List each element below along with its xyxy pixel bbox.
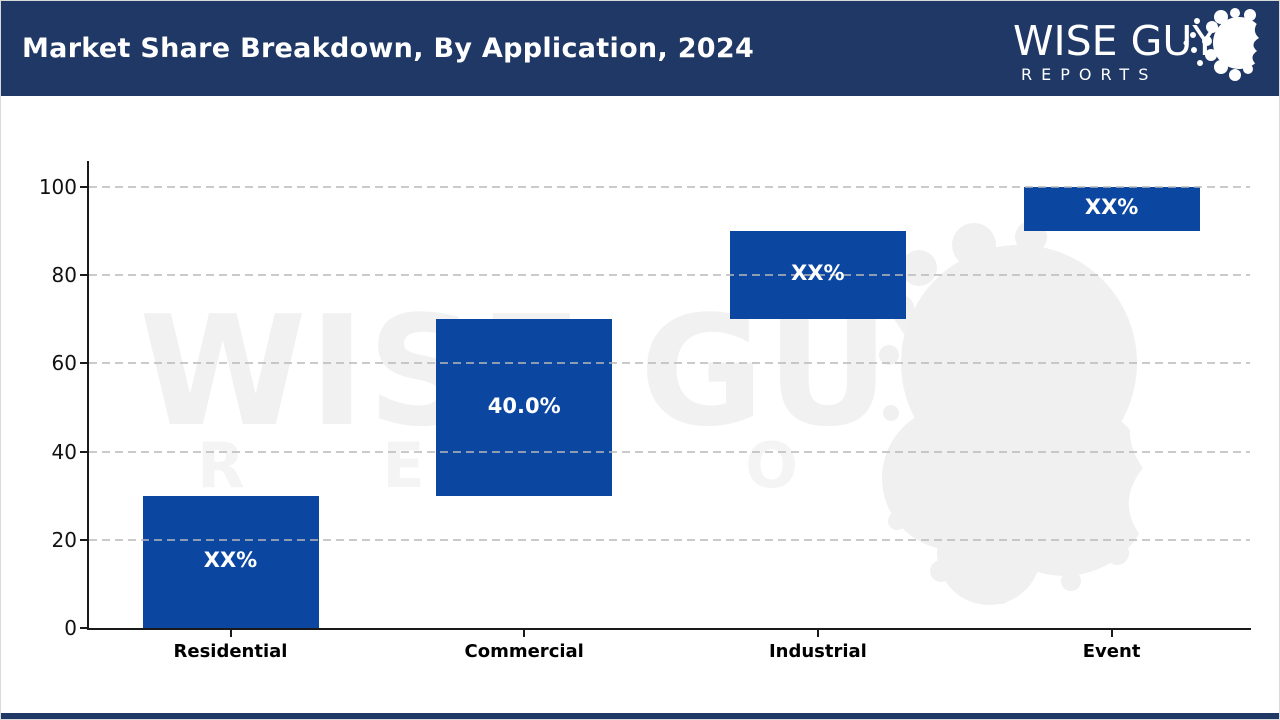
- x-axis-line: [87, 628, 1251, 630]
- header-bar: Market Share Breakdown, By Application, …: [1, 1, 1279, 96]
- y-tick-mark: [80, 186, 88, 188]
- gridline-y20: [89, 538, 1250, 541]
- bar-value-label: XX%: [791, 261, 845, 286]
- gridline-y100: [89, 186, 1250, 188]
- gridline-y80: [89, 274, 1250, 277]
- gridline-y40: [89, 450, 1250, 453]
- y-tick-label: 20: [51, 527, 77, 552]
- wise-guy-reports-logo: WISE GUY REPORTS: [1013, 8, 1273, 84]
- bar-commercial: [436, 319, 613, 496]
- logo-brand-bottom: REPORTS: [1021, 65, 1157, 84]
- gridline-y60: [89, 362, 1250, 365]
- dotted-head-profile-watermark-icon: [879, 223, 1189, 605]
- x-category-label: Commercial: [464, 641, 584, 662]
- x-category-label: Event: [1082, 641, 1141, 662]
- bar-event: [1023, 187, 1200, 232]
- bar-value-label: XX%: [203, 547, 258, 572]
- y-axis-line: [87, 161, 89, 630]
- bar-residential: [142, 495, 319, 628]
- bar-value-label: XX%: [1084, 195, 1139, 220]
- y-tick-mark: [80, 362, 88, 365]
- x-tick-mark: [816, 630, 819, 637]
- y-tick-label: 100: [38, 175, 77, 199]
- y-tick-label: 60: [51, 351, 77, 376]
- y-tick-mark: [80, 538, 88, 541]
- y-tick-mark: [80, 450, 88, 453]
- bar-value-label: 40.0%: [487, 393, 561, 418]
- x-tick-mark: [1110, 630, 1113, 637]
- y-tick-label: 0: [64, 616, 77, 640]
- logo-brand-top: WISE GUY: [1013, 17, 1218, 65]
- footer-bar: [1, 713, 1279, 719]
- y-tick-mark: [80, 274, 88, 277]
- y-tick-label: 80: [51, 263, 77, 288]
- y-tick-mark: [80, 627, 88, 629]
- x-category-label: Residential: [173, 641, 288, 662]
- y-tick-label: 40: [51, 439, 77, 464]
- x-tick-mark: [229, 630, 232, 637]
- page-title: Market Share Breakdown, By Application, …: [22, 33, 755, 64]
- x-tick-mark: [523, 630, 526, 637]
- x-category-label: Industrial: [768, 641, 867, 662]
- dotted-head-profile-icon: [1183, 8, 1265, 81]
